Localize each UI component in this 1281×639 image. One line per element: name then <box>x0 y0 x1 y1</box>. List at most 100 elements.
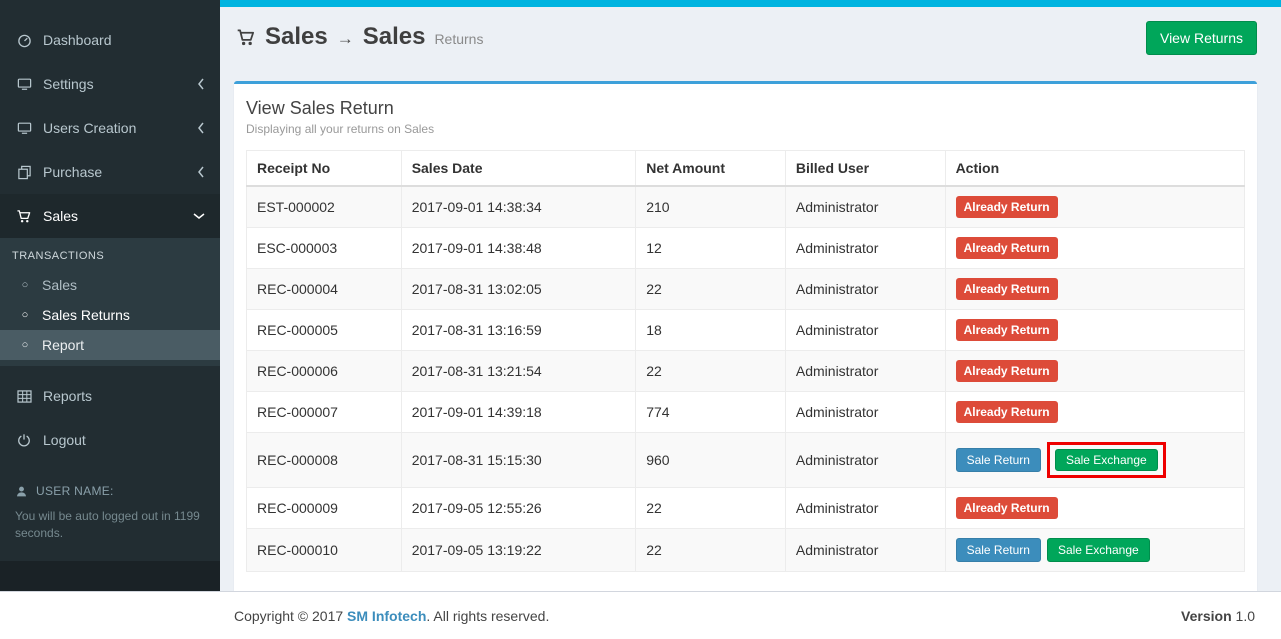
cell-billed-user: Administrator <box>784 309 946 351</box>
cell-action: Sale Return Sale Exchange <box>944 528 1246 572</box>
column-header-sales-date: Sales Date <box>400 150 637 187</box>
sidebar-item-label: Settings <box>43 76 94 92</box>
breadcrumb-page: Sales <box>362 23 426 50</box>
circle-o-icon: ○ <box>21 279 29 291</box>
monitor-icon <box>15 77 33 91</box>
cell-net-amount: 12 <box>635 227 786 269</box>
cell-sales-date: 2017-08-31 13:21:54 <box>400 350 637 392</box>
cell-sales-date: 2017-09-01 14:38:34 <box>400 185 637 228</box>
monitor-icon <box>15 121 33 135</box>
cell-receipt-no: REC-000008 <box>246 432 402 488</box>
table-header-row: Receipt No Sales Date Net Amount Billed … <box>246 150 1246 187</box>
sidebar-subitem-label: Report <box>42 337 85 353</box>
user-name-label: USER NAME: <box>36 484 114 498</box>
cell-net-amount: 22 <box>635 268 786 310</box>
breadcrumb-subsection: Returns <box>434 31 484 47</box>
sidebar-item-label: Purchase <box>43 164 103 180</box>
submenu-section-label: TRANSACTIONS <box>12 250 105 262</box>
table-row: REC-000006 2017-08-31 13:21:54 22 Admini… <box>246 350 1246 392</box>
table-icon <box>15 389 33 403</box>
copyright-text: Copyright © 2017 SM Infotech. All rights… <box>234 608 549 624</box>
sidebar-item-label: Logout <box>43 432 86 448</box>
table-row: ESC-000003 2017-09-01 14:38:48 12 Admini… <box>246 227 1246 269</box>
cell-net-amount: 22 <box>635 487 786 529</box>
cell-billed-user: Administrator <box>784 391 946 433</box>
main-content-area: Sales → Sales Returns View Returns View … <box>220 0 1281 597</box>
cell-sales-date: 2017-09-05 13:19:22 <box>400 528 637 572</box>
sidebar-subitem-label: Sales Returns <box>42 307 130 323</box>
copyright-prefix: Copyright © 2017 <box>234 607 348 624</box>
cell-net-amount: 774 <box>635 391 786 433</box>
cell-sales-date: 2017-09-05 12:55:26 <box>400 487 637 529</box>
user-panel: USER NAME: <box>0 472 220 502</box>
view-returns-button[interactable]: View Returns <box>1145 21 1257 55</box>
circle-o-icon: ○ <box>21 309 29 321</box>
sale-exchange-button[interactable]: Sale Exchange <box>1054 449 1158 471</box>
sidebar-subitem-label: Sales <box>42 277 78 293</box>
already-return-badge: Already Return <box>955 237 1058 259</box>
sidebar-user-section: USER NAME: You will be auto logged out i… <box>0 472 220 549</box>
breadcrumb-root: Sales <box>265 23 328 50</box>
cell-sales-date: 2017-08-31 15:15:30 <box>400 432 637 488</box>
sales-returns-table: Receipt No Sales Date Net Amount Billed … <box>246 150 1246 572</box>
footer: Copyright © 2017 SM Infotech. All rights… <box>0 591 1281 639</box>
cell-billed-user: Administrator <box>784 227 946 269</box>
cell-sales-date: 2017-08-31 13:16:59 <box>400 309 637 351</box>
column-header-receipt-no: Receipt No <box>246 150 402 187</box>
sidebar: Dashboard Settings Users Creation Purcha… <box>0 0 220 591</box>
copyright-suffix: . All rights reserved. <box>426 607 550 624</box>
sale-return-button[interactable]: Sale Return <box>955 448 1041 472</box>
sidebar-item-settings[interactable]: Settings <box>0 62 220 106</box>
cell-receipt-no: REC-000006 <box>246 350 402 392</box>
brand-link[interactable]: SM Infotech <box>347 607 427 624</box>
chevron-left-icon <box>197 122 205 134</box>
cell-billed-user: Administrator <box>784 528 946 572</box>
column-header-net-amount: Net Amount <box>635 150 786 187</box>
already-return-badge: Already Return <box>955 401 1058 423</box>
sale-exchange-button[interactable]: Sale Exchange <box>1046 538 1150 562</box>
cell-receipt-no: EST-000002 <box>246 185 402 228</box>
cell-net-amount: 210 <box>635 185 786 228</box>
cart-icon <box>15 209 33 224</box>
sidebar-item-logout[interactable]: Logout <box>0 418 220 462</box>
cart-icon <box>236 28 256 47</box>
cell-action: Already Return <box>944 391 1246 433</box>
cell-receipt-no: REC-000007 <box>246 391 402 433</box>
chevron-left-icon <box>197 78 205 90</box>
chevron-down-icon <box>193 212 205 220</box>
cell-billed-user: Administrator <box>784 268 946 310</box>
version-label: Version <box>1181 607 1232 624</box>
table-row: REC-000010 2017-09-05 13:19:22 22 Admini… <box>246 528 1246 572</box>
panel-title: View Sales Return <box>246 98 394 118</box>
cell-action: Already Return <box>944 487 1246 529</box>
cell-action: Sale Return Sale Exchange <box>944 432 1246 488</box>
sidebar-item-users-creation[interactable]: Users Creation <box>0 106 220 150</box>
auto-logout-warning: You will be auto logged out in 1199 seco… <box>15 509 200 541</box>
sidebar-item-purchase[interactable]: Purchase <box>0 150 220 194</box>
sidebar-item-dashboard[interactable]: Dashboard <box>0 18 220 62</box>
cell-net-amount: 22 <box>635 528 786 572</box>
sidebar-subitem-sales-returns[interactable]: ○ Sales Returns <box>0 300 220 330</box>
sale-return-button[interactable]: Sale Return <box>955 538 1041 562</box>
sidebar-item-sales[interactable]: Sales <box>0 194 220 238</box>
cell-billed-user: Administrator <box>784 487 946 529</box>
cell-action: Already Return <box>944 185 1246 228</box>
cell-sales-date: 2017-08-31 13:02:05 <box>400 268 637 310</box>
sidebar-subitem-report[interactable]: ○ Report <box>0 330 220 360</box>
cell-action: Already Return <box>944 309 1246 351</box>
already-return-badge: Already Return <box>955 319 1058 341</box>
cell-net-amount: 960 <box>635 432 786 488</box>
sidebar-subitem-sales[interactable]: ○ Sales <box>0 270 220 300</box>
sidebar-item-label: Dashboard <box>43 32 112 48</box>
cell-billed-user: Administrator <box>784 185 946 228</box>
cell-sales-date: 2017-09-01 14:38:48 <box>400 227 637 269</box>
column-header-billed-user: Billed User <box>784 150 946 187</box>
table-body: EST-000002 2017-09-01 14:38:34 210 Admin… <box>246 185 1246 572</box>
sidebar-item-label: Reports <box>43 388 93 404</box>
cell-billed-user: Administrator <box>784 350 946 392</box>
cell-sales-date: 2017-09-01 14:39:18 <box>400 391 637 433</box>
sidebar-item-reports[interactable]: Reports <box>0 374 220 418</box>
cell-action: Already Return <box>944 227 1246 269</box>
chevron-left-icon <box>197 166 205 178</box>
table-row: REC-000004 2017-08-31 13:02:05 22 Admini… <box>246 268 1246 310</box>
